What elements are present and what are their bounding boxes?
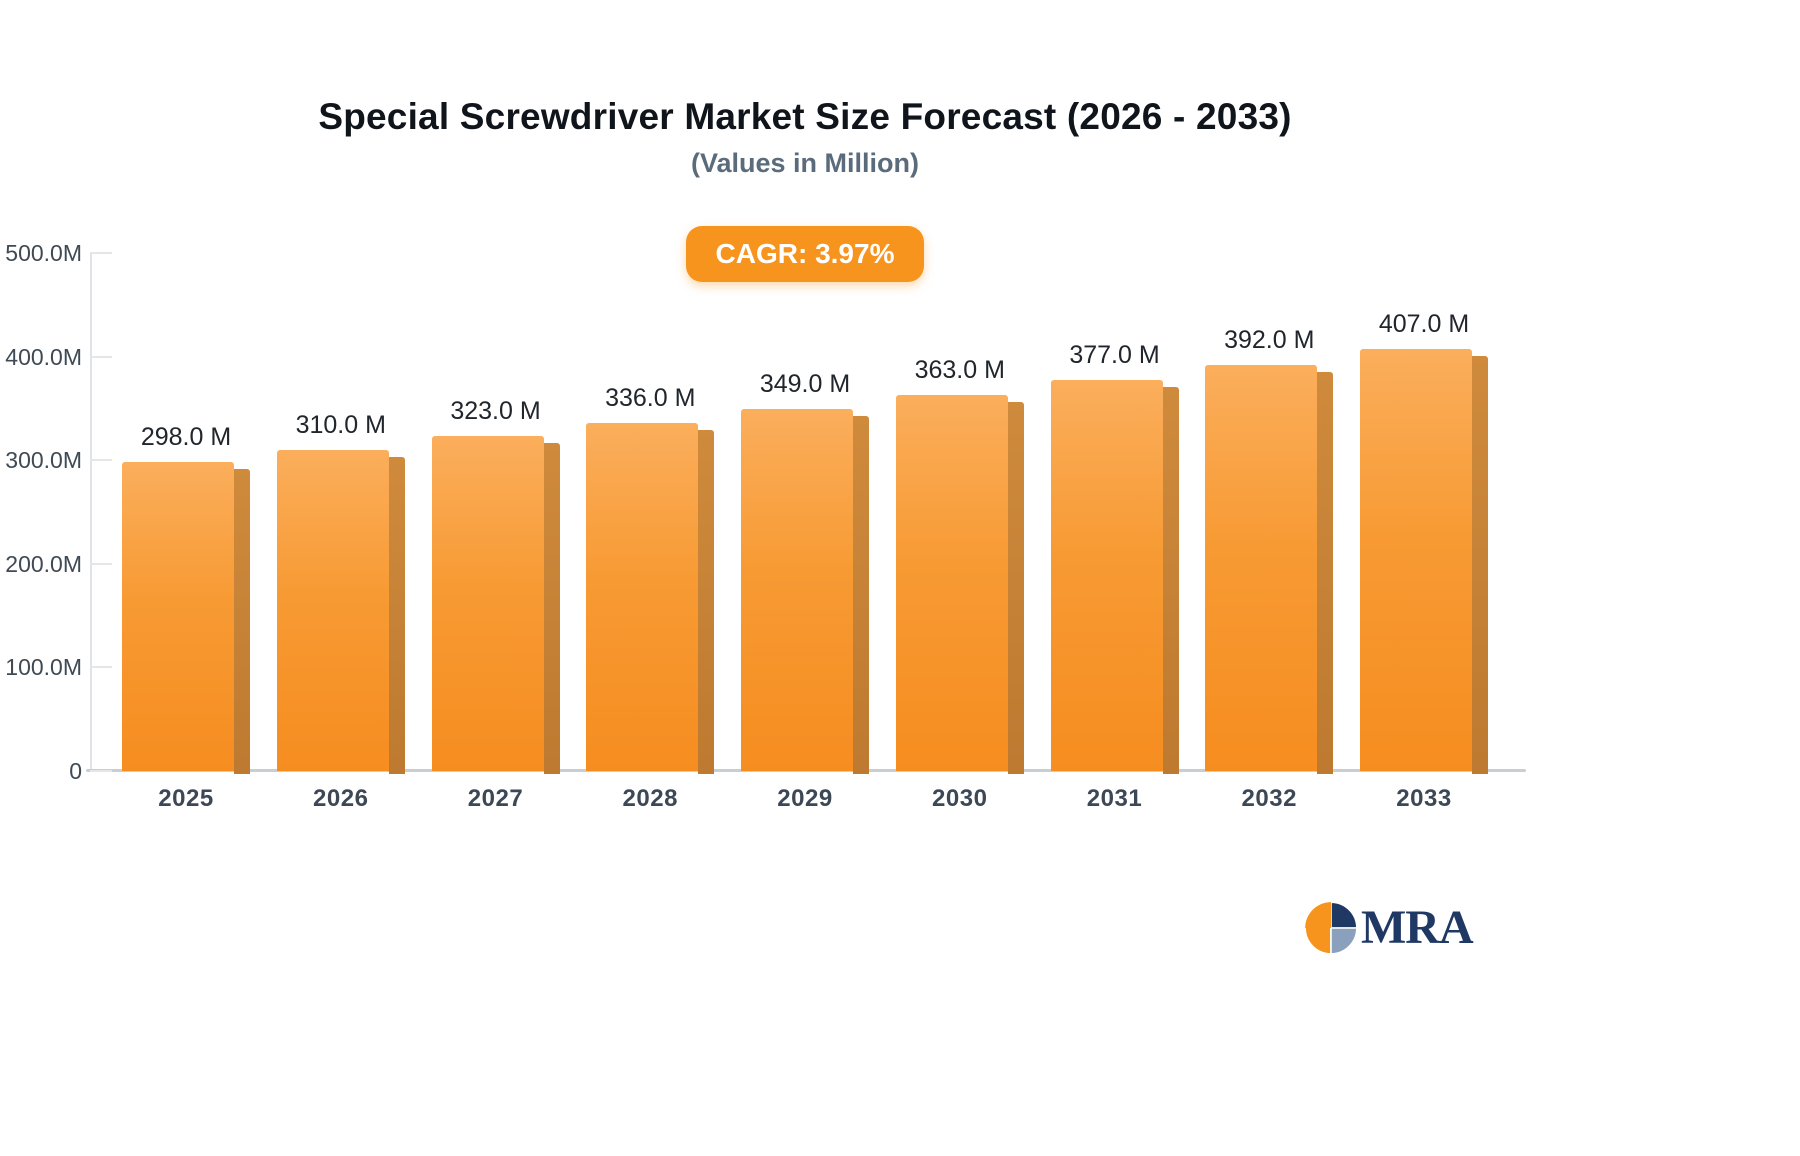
- x-axis-category-label: 2030: [932, 785, 988, 812]
- bar: [586, 422, 699, 771]
- bar-group: 407.0 M 2033: [1360, 253, 1488, 812]
- cagr-badge-label: CAGR: 3.97%: [715, 238, 895, 269]
- chart-subtitle: (Values in Million): [690, 148, 920, 178]
- y-axis-tick-label: 300.0M: [5, 447, 82, 474]
- x-axis-category-label: 2033: [1396, 785, 1452, 812]
- y-axis-tick-mark: [90, 252, 112, 254]
- y-axis-tick-mark: [90, 562, 112, 565]
- y-axis-tick-label: 200.0M: [5, 550, 82, 577]
- brand-logo-text: MRA: [1361, 901, 1474, 954]
- bar-value-label: 298.0 M: [140, 423, 232, 452]
- bar-group: 349.0 M 2029: [741, 253, 869, 812]
- bar-value-label: 392.0 M: [1224, 325, 1315, 354]
- bar-value-label: 310.0 M: [295, 410, 386, 439]
- x-axis-category-label: 2031: [1086, 785, 1143, 812]
- y-axis-tick-label: 500.0M: [5, 240, 82, 266]
- bar: [431, 436, 544, 771]
- y-axis-tick-label: 0: [69, 758, 82, 784]
- y-axis-line: [90, 253, 92, 771]
- bar-side-face: [388, 456, 405, 774]
- y-axis-tick-mark: [90, 666, 112, 669]
- y-axis-tick-mark: [90, 355, 112, 358]
- bar-side-face: [1007, 401, 1024, 774]
- bar: [1205, 364, 1318, 771]
- bar-side-face: [853, 416, 869, 774]
- bar-group: 298.0 M 2025: [122, 253, 250, 812]
- bar-side-face: [543, 443, 560, 774]
- bar-group: 323.0 M 2027: [431, 253, 560, 812]
- bar-group: 336.0 M 2028: [586, 253, 715, 812]
- bar-side-face: [1162, 387, 1179, 774]
- x-axis-category-label: 2028: [622, 785, 678, 812]
- bar-group: 377.0 M 2031: [1050, 253, 1179, 812]
- bar: [122, 462, 234, 771]
- bar-side-face: [1472, 356, 1488, 774]
- y-axis-tick-mark: [90, 459, 112, 462]
- bar-group: 310.0 M 2026: [276, 253, 405, 812]
- bar-value-label: 349.0 M: [759, 370, 851, 399]
- bar: [895, 394, 1008, 771]
- plot-area: 500.0M 400.0M 300.0M 200.0M 100.0M 0 298.0 M 20…: [5, 240, 1526, 812]
- bar-value-label: 363.0 M: [914, 355, 1005, 384]
- x-axis-category-label: 2026: [313, 785, 369, 812]
- pie-chart-icon: [1304, 901, 1358, 955]
- bar: [1050, 380, 1163, 771]
- bar: [741, 409, 853, 771]
- bar-group: 392.0 M 2032: [1205, 253, 1334, 812]
- bar-value-label: 323.0 M: [450, 397, 541, 426]
- x-axis-category-label: 2025: [158, 785, 214, 812]
- x-axis-category-label: 2027: [467, 785, 524, 812]
- y-axis-tick-label: 400.0M: [5, 343, 82, 370]
- bar: [276, 449, 389, 771]
- y-axis-tick-mark: [90, 770, 112, 772]
- bar: [1360, 349, 1472, 771]
- y-axis-tick-label: 100.0M: [5, 654, 82, 681]
- bar-group: 363.0 M 2030: [895, 253, 1024, 812]
- bar-value-label: 377.0 M: [1069, 341, 1160, 370]
- bar-value-label: 407.0 M: [1378, 310, 1470, 339]
- x-axis-category-label: 2029: [777, 785, 833, 812]
- bar-side-face: [698, 429, 715, 774]
- bar-value-label: 336.0 M: [605, 383, 696, 412]
- bar-side-face: [1317, 371, 1334, 774]
- chart-title: Special Screwdriver Market Size Forecast…: [318, 96, 1292, 137]
- brand-logo: MRA: [1303, 896, 1503, 960]
- bar-side-face: [234, 469, 250, 774]
- cagr-badge: CAGR: 3.97%: [686, 226, 924, 282]
- x-axis-category-label: 2032: [1241, 785, 1297, 812]
